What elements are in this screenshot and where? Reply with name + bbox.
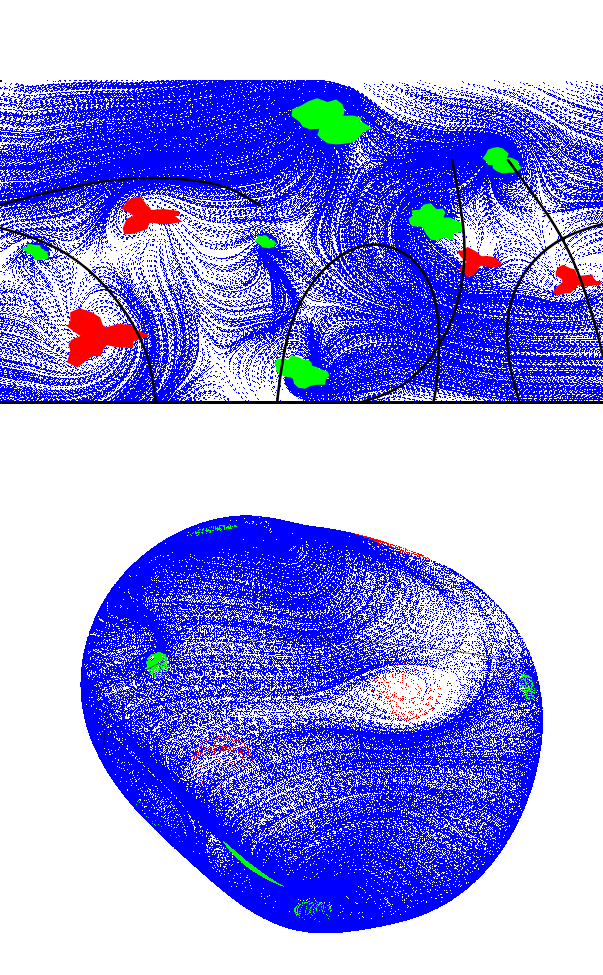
sphere-surface-panel	[0, 465, 603, 965]
caption-top	[0, 0, 603, 80]
sphere-surface-canvas	[0, 465, 603, 965]
caption-middle	[0, 404, 603, 465]
caption-bottom	[0, 965, 603, 975]
planar-domain-panel	[0, 80, 603, 404]
planar-domain-canvas	[0, 80, 603, 404]
